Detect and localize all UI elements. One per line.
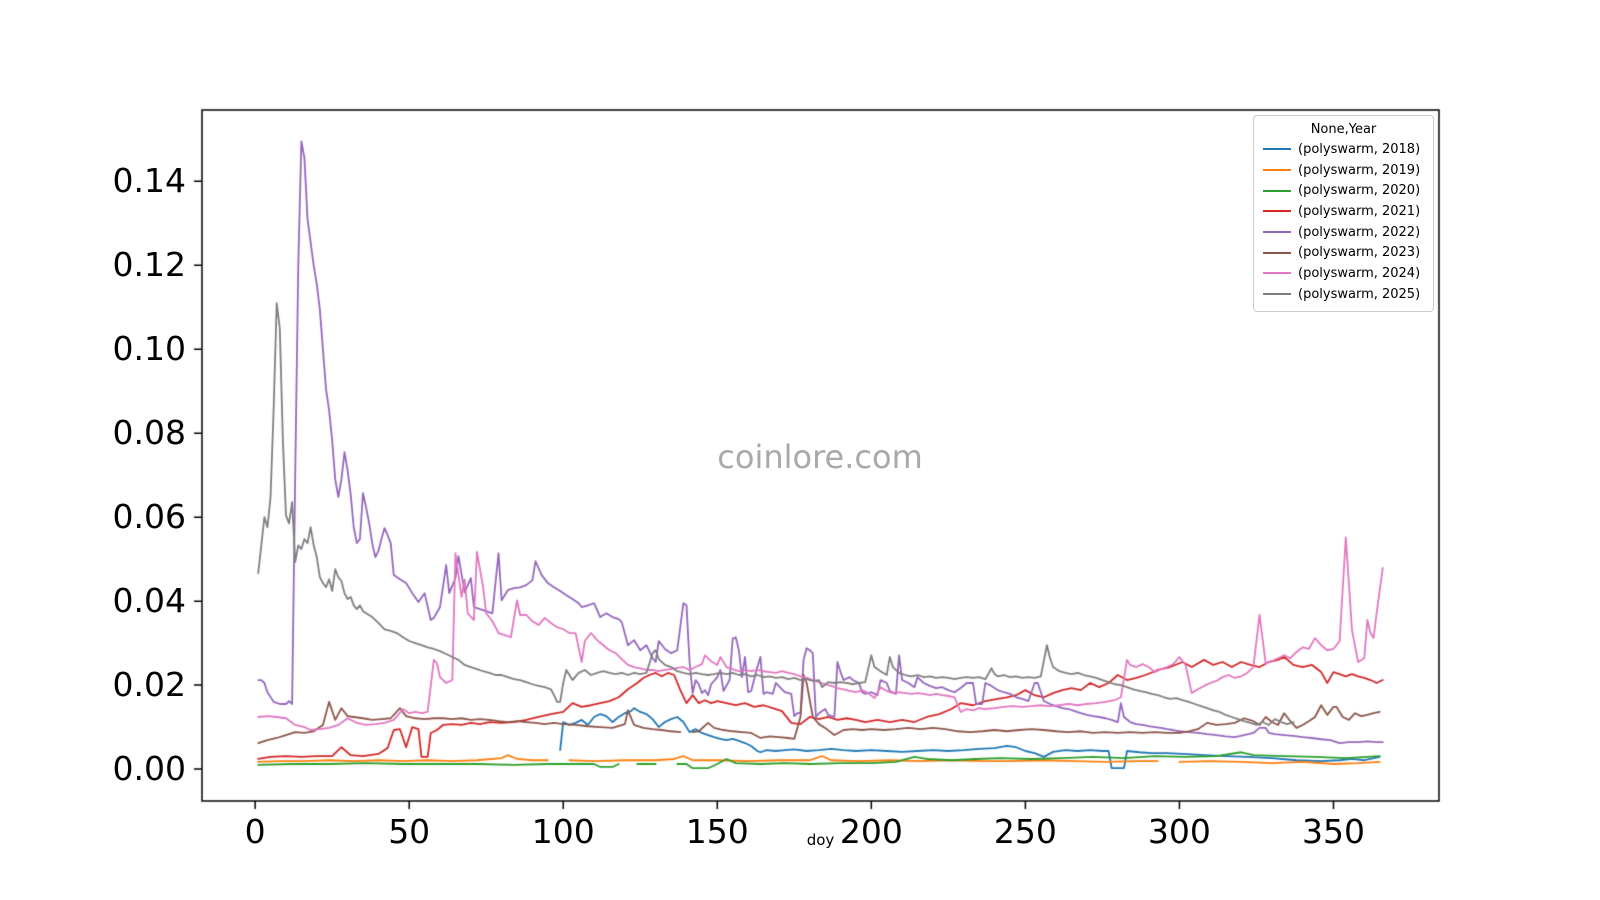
y-tick-label: 0.10 [112, 329, 186, 369]
legend-entry: (polyswarm, 2021) [1261, 201, 1426, 222]
legend-line-swatch [1263, 293, 1291, 296]
legend-entry: (polyswarm, 2023) [1261, 242, 1426, 263]
x-tick-label: 250 [993, 812, 1057, 851]
legend-entry: (polyswarm, 2020) [1261, 180, 1426, 201]
legend-label: (polyswarm, 2022) [1298, 224, 1421, 240]
legend-entry: (polyswarm, 2025) [1261, 284, 1426, 305]
y-tick-label: 0.12 [112, 245, 186, 285]
legend-title: None,Year [1310, 122, 1377, 137]
y-tick-label: 0.04 [112, 581, 186, 621]
legend-label: (polyswarm, 2024) [1298, 265, 1421, 281]
legend-entries: (polyswarm, 2018) (polyswarm, 2019) (polys… [1261, 139, 1426, 305]
x-tick-label: 50 [388, 812, 431, 851]
legend-label: (polyswarm, 2020) [1298, 183, 1421, 199]
x-tick-label: 150 [685, 812, 749, 851]
y-tick-label: 0.02 [112, 665, 186, 705]
legend-entry: (polyswarm, 2024) [1261, 263, 1426, 284]
legend-label: (polyswarm, 2018) [1298, 141, 1421, 157]
legend-entry: (polyswarm, 2022) [1261, 222, 1426, 243]
y-tick-label: 0.08 [112, 413, 186, 453]
legend-label: (polyswarm, 2019) [1298, 162, 1421, 178]
x-axis-label: doy [806, 831, 835, 849]
legend-line-swatch [1263, 251, 1291, 254]
legend-line-swatch [1263, 189, 1291, 192]
legend-line-swatch [1263, 210, 1291, 213]
legend-line-swatch [1263, 169, 1291, 172]
y-tick-label: 0.00 [112, 749, 186, 789]
x-tick-label: 100 [531, 812, 595, 851]
legend-line-swatch [1263, 148, 1291, 151]
legend-entry: (polyswarm, 2019) [1261, 160, 1426, 181]
legend-line-swatch [1263, 231, 1291, 234]
legend-label: (polyswarm, 2023) [1298, 245, 1421, 261]
x-tick-label: 300 [1147, 812, 1211, 851]
y-tick-label: 0.06 [112, 497, 186, 537]
legend-label: (polyswarm, 2025) [1298, 286, 1421, 302]
legend-entry: (polyswarm, 2018) [1261, 139, 1426, 160]
legend-label: (polyswarm, 2021) [1298, 203, 1421, 219]
legend: None,Year (polyswarm, 2018) (polyswarm, 2… [1253, 115, 1434, 312]
x-tick-label: 200 [839, 812, 903, 851]
x-tick-label: 350 [1301, 812, 1365, 851]
y-tick-label: 0.14 [112, 161, 186, 201]
x-tick-label: 0 [244, 812, 266, 851]
legend-line-swatch [1263, 272, 1291, 275]
